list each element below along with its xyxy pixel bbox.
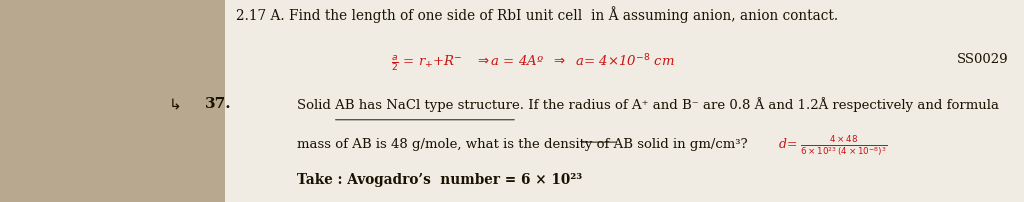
Text: 2.17 A. Find the length of one side of RbI unit cell  in Å assuming anion, anion: 2.17 A. Find the length of one side of R…: [236, 6, 838, 23]
Text: SS0029: SS0029: [957, 53, 1009, 65]
Bar: [0, 0, 225, 202]
Text: Take : Avogadro’s  number = 6 × 10²³: Take : Avogadro’s number = 6 × 10²³: [297, 172, 582, 186]
Text: d= $\frac{4\times48}{6\times10^{23}\,(4\times10^{-8})^3}$: d= $\frac{4\times48}{6\times10^{23}\,(4\…: [778, 133, 888, 158]
Text: mass of AB is 48 g/mole, what is the density of AB solid in gm/cm³?: mass of AB is 48 g/mole, what is the den…: [297, 137, 748, 150]
Text: 37.: 37.: [205, 97, 231, 111]
Text: ↳: ↳: [169, 97, 181, 112]
Text: Solid AB has NaCl type structure. If the radius of A⁺ and B⁻ are 0.8 Å and 1.2Å : Solid AB has NaCl type structure. If the…: [297, 97, 999, 112]
Text: $\frac{a}{2}$ = r$_{+}$+R$^{-}$   $\Rightarrow$a = 4Aº  $\Rightarrow$  a= 4×10$^: $\frac{a}{2}$ = r$_{+}$+R$^{-}$ $\Righta…: [390, 53, 675, 74]
Bar: [225, 0, 1024, 202]
